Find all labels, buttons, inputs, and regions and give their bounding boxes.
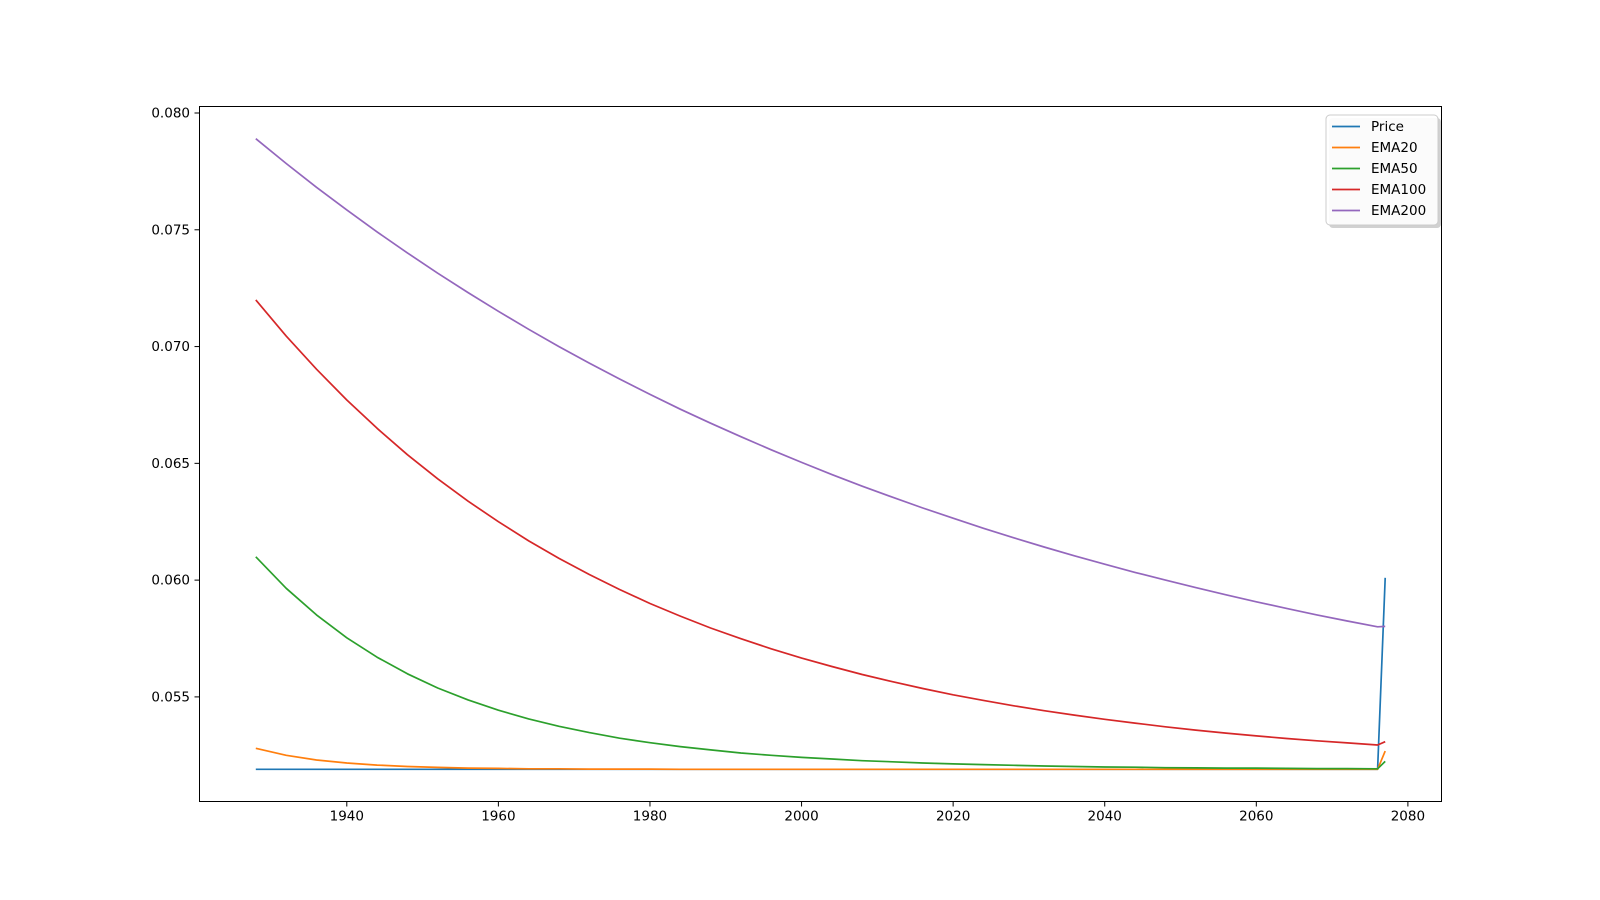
legend-label-ema50: EMA50	[1371, 161, 1418, 177]
x-tick-label: 1940	[330, 809, 364, 825]
series-line-ema100	[255, 299, 1386, 746]
y-tick-label: 0.075	[151, 222, 190, 238]
legend-entry-ema200: EMA200	[1332, 203, 1426, 219]
series-line-ema20	[255, 747, 1386, 771]
legend-label-ema20: EMA20	[1371, 140, 1418, 156]
x-tick-label: 2020	[936, 809, 970, 825]
y-tick-label: 0.070	[151, 339, 190, 355]
plot-border	[199, 106, 1442, 802]
legend-label-ema200: EMA200	[1371, 203, 1426, 219]
x-tick-label: 2060	[1239, 809, 1273, 825]
y-tick-label: 0.055	[151, 689, 190, 705]
series-line-ema50	[255, 556, 1386, 770]
y-tick-label: 0.080	[151, 106, 190, 122]
y-tick-label: 0.060	[151, 573, 190, 589]
x-tick-label: 2000	[784, 809, 818, 825]
x-tick-label: 2080	[1391, 809, 1425, 825]
x-tick-label: 1960	[481, 809, 515, 825]
legend-label-price: Price	[1371, 119, 1404, 135]
legend-label-ema100: EMA100	[1371, 182, 1426, 198]
y-tick-label: 0.065	[151, 456, 190, 472]
legend-entry-ema100: EMA100	[1332, 182, 1426, 198]
series-line-ema200	[255, 138, 1386, 628]
x-tick-label: 1980	[633, 809, 667, 825]
legend: Price EMA20 EMA50 EMA100 EMA200	[1325, 114, 1441, 228]
legend-box	[1325, 114, 1439, 226]
legend-entry-price: Price	[1332, 119, 1404, 135]
legend-entry-ema20: EMA20	[1332, 140, 1418, 156]
x-tick-label: 2040	[1088, 809, 1122, 825]
legend-entry-ema50: EMA50	[1332, 161, 1418, 177]
